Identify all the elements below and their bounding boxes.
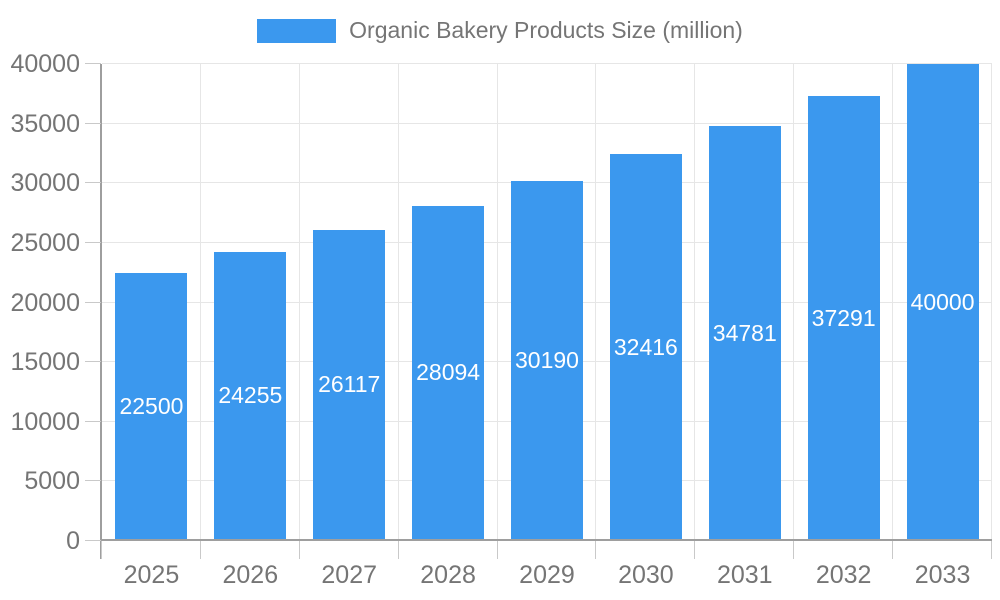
y-axis-tick-label: 40000 xyxy=(10,50,80,78)
bar-value-label: 32416 xyxy=(613,333,678,360)
bar-2028[interactable] xyxy=(412,205,485,541)
bar-2025[interactable] xyxy=(115,272,188,541)
y-axis-tick-label: 0 xyxy=(66,527,80,555)
x-axis-tick xyxy=(101,541,102,559)
bar-value-label: 40000 xyxy=(910,288,975,315)
bar-2033[interactable] xyxy=(906,64,979,541)
y-axis-tick-label: 20000 xyxy=(10,288,80,317)
x-axis-tick xyxy=(595,541,597,559)
bar-value-label: 28094 xyxy=(416,359,481,386)
x-axis-tick xyxy=(298,541,300,559)
y-axis-line xyxy=(100,64,102,559)
y-axis-tick xyxy=(85,63,101,64)
x-axis-category-label: 2027 xyxy=(321,561,378,589)
y-axis-tick xyxy=(85,122,101,124)
x-gridline xyxy=(199,64,201,541)
y-axis-tick xyxy=(85,540,101,541)
bar-2030[interactable] xyxy=(609,154,682,541)
y-gridline xyxy=(102,63,992,64)
x-axis-tick xyxy=(397,541,399,559)
x-axis-category-label: 2031 xyxy=(716,561,773,589)
bar-value-label: 22500 xyxy=(119,392,184,419)
bar-2032[interactable] xyxy=(807,96,880,541)
y-axis-tick xyxy=(85,241,101,243)
y-axis-tick-label: 35000 xyxy=(10,109,80,138)
x-gridline xyxy=(397,64,399,541)
y-axis-tick-label: 25000 xyxy=(10,228,80,257)
x-axis-tick xyxy=(892,541,894,559)
bar-2029[interactable] xyxy=(511,180,583,541)
y-gridline xyxy=(102,122,992,124)
y-axis-tick-label: 5000 xyxy=(24,467,80,496)
x-axis-category-label: 2026 xyxy=(222,561,279,589)
y-axis-tick xyxy=(85,420,101,422)
y-axis-tick-label: 15000 xyxy=(10,348,80,377)
x-gridline xyxy=(496,64,498,541)
bar-value-label: 30190 xyxy=(515,346,579,373)
y-axis-tick-label: 30000 xyxy=(10,169,80,198)
x-axis-line xyxy=(100,539,992,541)
x-axis-category-label: 2033 xyxy=(914,561,971,589)
x-gridline xyxy=(793,64,795,541)
bar-value-label: 24255 xyxy=(218,382,283,409)
bar-value-label: 34781 xyxy=(712,319,777,346)
x-gridline xyxy=(694,64,696,541)
x-axis-tick xyxy=(496,541,498,559)
legend[interactable]: Organic Bakery Products Size (million) xyxy=(0,17,1000,44)
y-axis-tick-label: 10000 xyxy=(10,407,80,436)
bar-value-label: 37291 xyxy=(811,304,876,331)
bar-value-label: 26117 xyxy=(318,371,381,398)
x-axis-category-label: 2028 xyxy=(420,561,476,589)
y-axis-tick xyxy=(85,480,101,482)
y-axis-tick xyxy=(85,301,101,303)
x-axis-category-label: 2032 xyxy=(815,561,872,589)
y-axis-tick xyxy=(85,361,101,363)
legend-swatch-icon xyxy=(257,18,337,43)
x-gridline xyxy=(298,64,300,541)
x-axis-category-label: 2029 xyxy=(519,561,575,589)
bar-2027[interactable] xyxy=(313,229,386,541)
x-gridline xyxy=(595,64,597,541)
x-axis-category-label: 2025 xyxy=(123,561,180,589)
plot-area: 22500 24255 26117 28094 30190 32416 34781 37291… xyxy=(102,63,992,541)
x-axis-category-label: 2030 xyxy=(618,561,674,589)
bar-2026[interactable] xyxy=(214,251,287,541)
bar-2031[interactable] xyxy=(708,126,781,541)
x-axis-tick xyxy=(694,541,696,559)
x-gridline xyxy=(892,64,894,541)
y-axis-tick xyxy=(85,182,101,184)
x-axis-tick xyxy=(793,541,795,559)
x-axis-tick xyxy=(991,541,992,559)
x-gridline xyxy=(991,64,992,541)
x-axis-tick xyxy=(199,541,201,559)
legend-label: Organic Bakery Products Size (million) xyxy=(349,17,743,43)
